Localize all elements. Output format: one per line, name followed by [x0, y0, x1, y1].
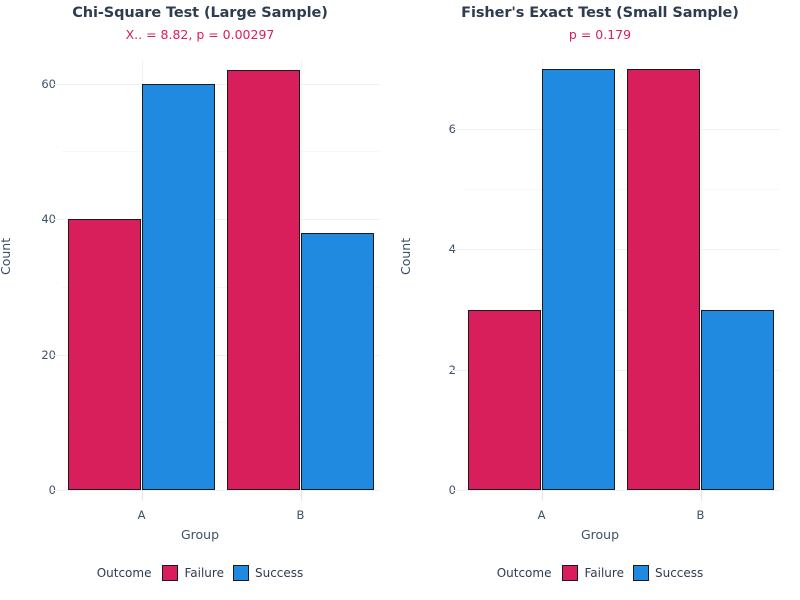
y-tick-mark [451, 490, 462, 491]
y-axis-label: Count [0, 237, 13, 275]
y-tick-mark [451, 249, 462, 251]
gridline-y-minor [62, 286, 380, 288]
y-tick-label: 60 [41, 76, 56, 91]
legend-swatch-success [232, 565, 249, 581]
legend-swatch-failure [562, 565, 579, 581]
x-tick-label: B [296, 508, 305, 522]
bar-a-success[interactable] [141, 83, 215, 490]
x-tick-label: A [537, 508, 546, 522]
gridline-y [462, 490, 780, 491]
legend-title: Outcome [496, 566, 552, 580]
gridline-y [462, 369, 780, 371]
x-tick-mark [141, 490, 143, 501]
gridline-y [62, 490, 380, 491]
panel-chi-square: Chi-Square Test (Large Sample) X.. = 8.8… [0, 5, 400, 581]
legend: Outcome Failure Success [0, 565, 400, 581]
bar-b-failure[interactable] [227, 70, 301, 490]
legend-title: Outcome [96, 566, 152, 580]
legend-item-success[interactable]: Success [232, 565, 304, 581]
legend-swatch-failure [162, 565, 179, 581]
x-tick-label: B [696, 508, 705, 522]
x-tick-mark [541, 490, 543, 501]
panel-subtitle: X.. = 8.82, p = 0.00297 [125, 27, 275, 42]
plot-area-fisher-exact [462, 60, 780, 491]
legend-label-success: Success [254, 566, 304, 580]
legend-label-success: Success [654, 566, 704, 580]
y-tick-label: 40 [41, 212, 56, 227]
panel-fisher-exact: Fisher's Exact Test (Small Sample) p = 0… [398, 0, 800, 600]
gridline-y-minor [462, 309, 780, 311]
bar-b-failure[interactable] [627, 69, 701, 490]
legend: Outcome Failure Success [400, 565, 800, 581]
y-tick-mark [51, 354, 62, 356]
x-tick-mark [700, 490, 702, 501]
gridline-y-minor [62, 422, 380, 424]
gridline-y-minor [462, 189, 780, 191]
gridline-y-minor [462, 429, 780, 431]
plot-area-chi-square [62, 60, 380, 491]
legend-label-failure: Failure [584, 566, 624, 580]
gridline-x [700, 60, 702, 490]
y-axis-label: Count [398, 237, 413, 275]
bar-b-success[interactable] [700, 309, 774, 490]
legend-label-failure: Failure [184, 566, 224, 580]
bar-a-failure[interactable] [468, 309, 542, 490]
gridline-y-minor [62, 151, 380, 153]
gridline-y [62, 354, 380, 356]
panel-title: Fisher's Exact Test (Small Sample) [461, 5, 739, 21]
gridline-y [462, 249, 780, 251]
y-tick-mark [51, 83, 62, 85]
x-axis-label: Group [180, 527, 220, 542]
panel-title: Chi-Square Test (Large Sample) [72, 5, 328, 21]
y-tick-mark [451, 369, 462, 371]
bar-a-failure[interactable] [68, 219, 142, 490]
gridline-y [462, 129, 780, 131]
legend-item-failure[interactable]: Failure [162, 565, 224, 581]
y-tick-label: 20 [41, 347, 56, 362]
bar-a-success[interactable] [541, 69, 615, 490]
legend-item-success[interactable]: Success [632, 565, 704, 581]
y-tick-mark [51, 219, 62, 221]
legend-swatch-success [632, 565, 649, 581]
panel-subtitle: p = 0.179 [568, 27, 632, 42]
gridline-y [62, 219, 380, 221]
y-tick-mark [451, 129, 462, 131]
bar-b-success[interactable] [300, 232, 374, 490]
y-tick-mark [51, 490, 62, 491]
x-axis-label: Group [580, 527, 620, 542]
x-tick-label: A [137, 508, 146, 522]
gridline-y [62, 83, 380, 85]
legend-item-failure[interactable]: Failure [562, 565, 624, 581]
x-tick-mark [300, 490, 302, 501]
